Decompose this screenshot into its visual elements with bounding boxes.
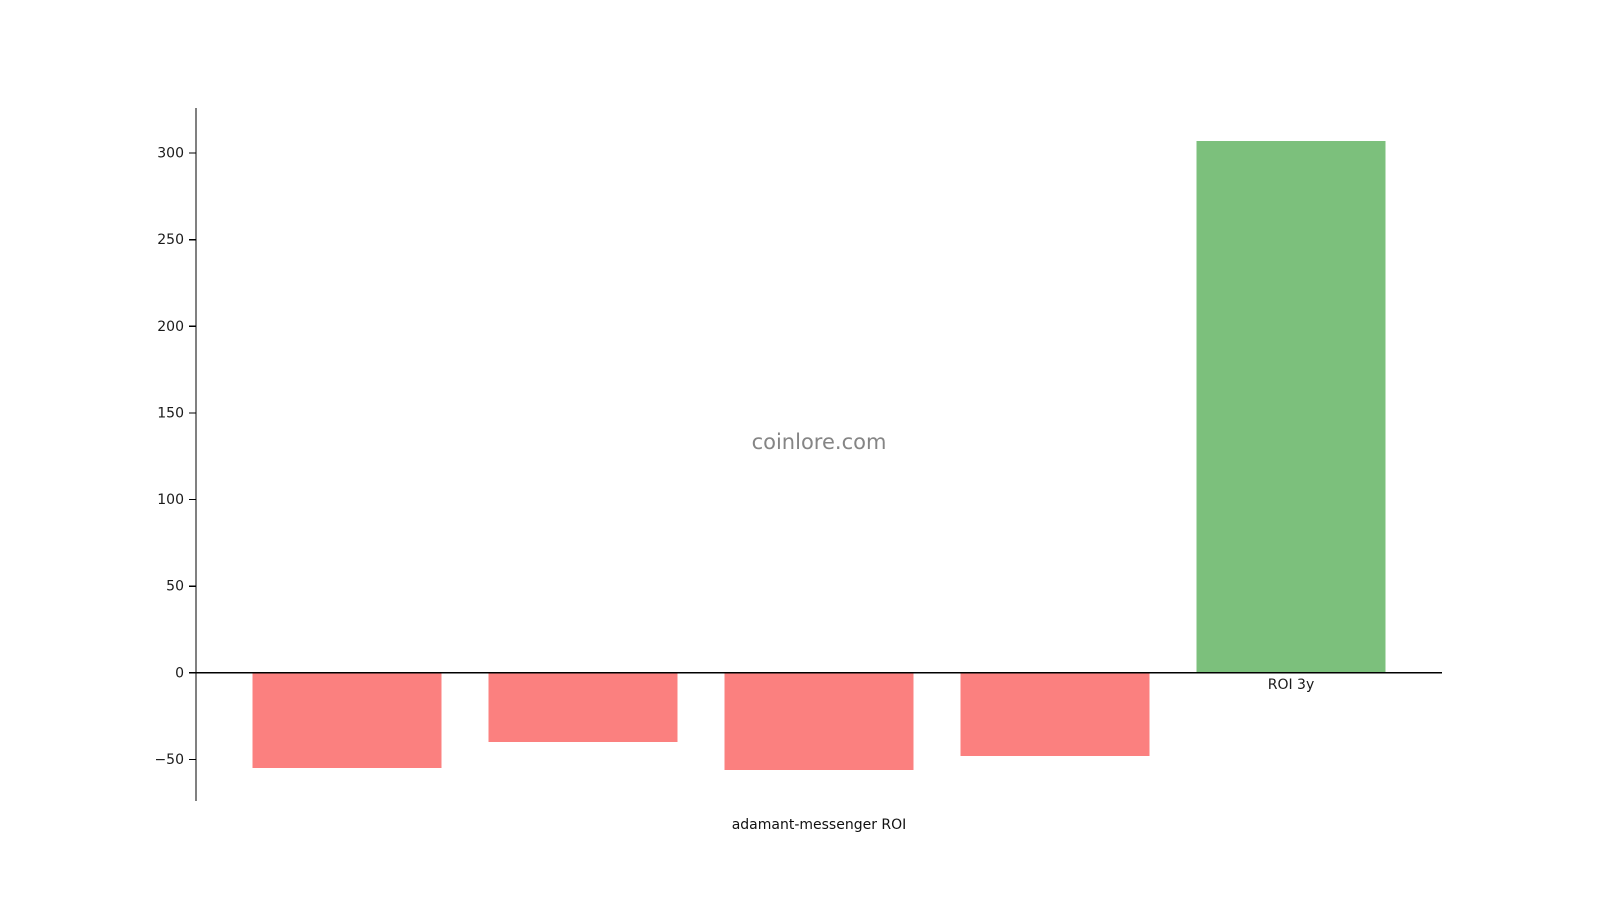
bar-5 bbox=[1196, 140, 1386, 673]
y-tick-label: 300 bbox=[157, 146, 184, 162]
watermark-coinlore: coinlore.com bbox=[751, 430, 887, 454]
x-axis-title: adamant-messenger ROI bbox=[731, 817, 907, 833]
y-tick-label: 50 bbox=[166, 579, 184, 595]
bar-3 bbox=[724, 672, 914, 770]
bar-1 bbox=[252, 672, 442, 769]
y-tick-label: −50 bbox=[154, 752, 184, 768]
y-tick-label: 250 bbox=[157, 232, 184, 248]
y-tick-label: 200 bbox=[157, 319, 184, 335]
y-tick-label: 100 bbox=[157, 492, 184, 508]
x-tick-label: ROI 3y bbox=[1268, 677, 1315, 693]
bar-4 bbox=[960, 672, 1150, 756]
y-tick-label: 150 bbox=[157, 405, 184, 421]
bar-2 bbox=[488, 672, 678, 743]
y-tick-label: 0 bbox=[175, 665, 184, 681]
